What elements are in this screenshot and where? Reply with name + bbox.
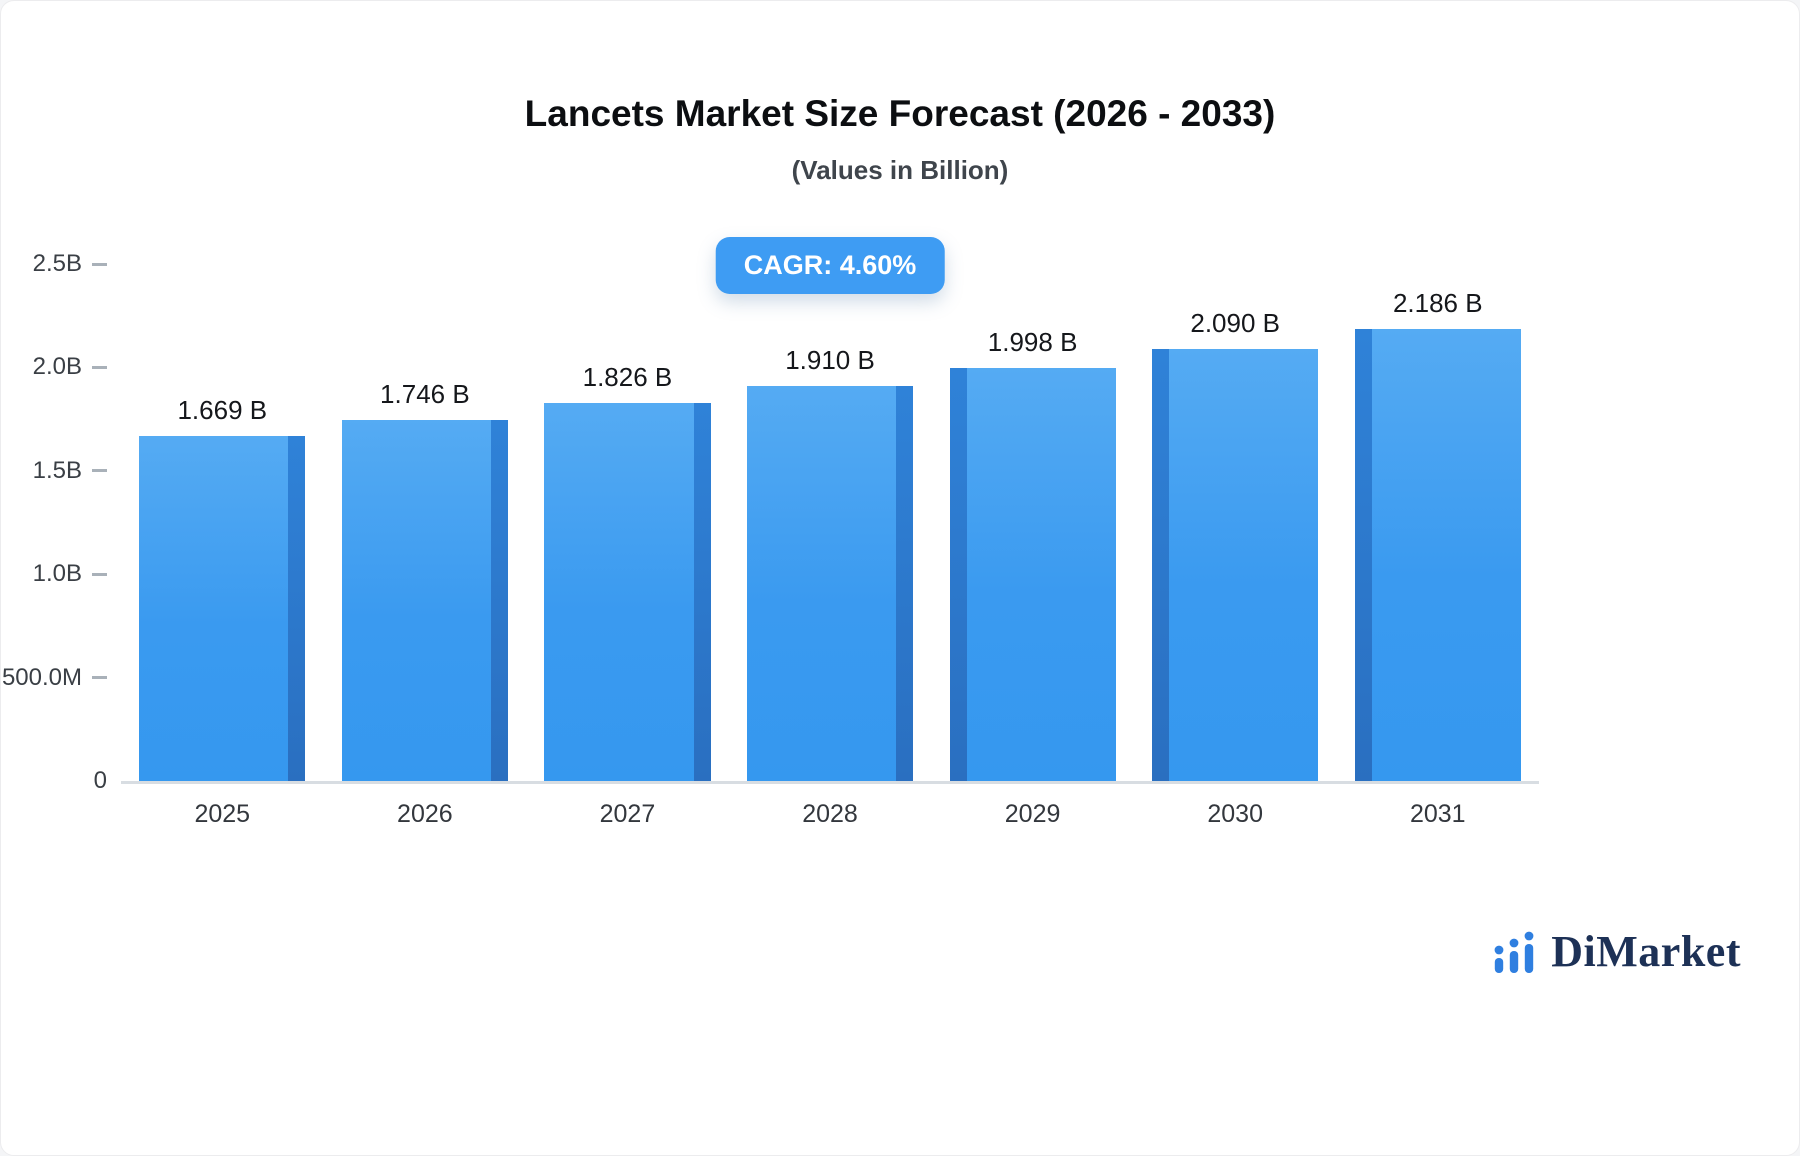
y-axis-tick: 1.5B (1, 456, 107, 485)
y-axis-tick: 500.0M (1, 663, 107, 692)
bar-slot: 2.186 B (1336, 264, 1539, 781)
bar-3d-side (693, 403, 711, 781)
dimarket-logo: DiMarket (1491, 926, 1741, 977)
y-axis-tick: 0 (1, 767, 107, 795)
bars-container: 1.669 B 1.746 B 1.826 B 1.910 B 1.998 B 2.090… (121, 264, 1539, 781)
y-axis-tick-label: 2.5B (32, 250, 82, 277)
bar-3d-side (949, 367, 967, 781)
bar-slot: 2.090 B (1134, 264, 1337, 781)
bar (1354, 328, 1521, 781)
plot-area: CAGR: 4.60% 1.669 B 1.746 B 1.826 B 1.910 B… (2, 237, 1539, 794)
bar-slot: 1.998 B (931, 264, 1134, 781)
bar-value-label: 1.910 B (785, 345, 875, 376)
x-axis-label: 2031 (1409, 800, 1466, 828)
bar-value-label: 2.186 B (1392, 287, 1483, 318)
bar-3d-side (896, 386, 914, 781)
bar-slot: 1.910 B (729, 264, 932, 781)
bar-3d-side (1354, 328, 1372, 781)
chart-title: Lancets Market Size Forecast (2026 - 203… (524, 93, 1276, 134)
bar (949, 367, 1116, 781)
bar-3d-side (490, 419, 508, 781)
bar-slot: 1.746 B (324, 264, 527, 781)
bar-value-label: 1.826 B (582, 362, 673, 393)
y-axis-tick-label: 1.0B (32, 560, 82, 588)
x-axis-label: 2025 (194, 800, 251, 828)
x-axis-label: 2028 (802, 800, 858, 828)
y-axis-tick-dash (92, 262, 107, 266)
bar (1152, 348, 1319, 781)
bar (341, 419, 508, 781)
bar (746, 386, 914, 781)
y-axis-tick-dash (92, 572, 107, 576)
bar (139, 435, 306, 781)
bar-3d-side (288, 435, 306, 781)
bar-value-label: 1.669 B (177, 394, 268, 425)
y-axis-tick-dash (92, 365, 107, 369)
bar-chart: CAGR: 4.60% 1.669 B 1.746 B 1.826 B 1.910 B… (1, 237, 1799, 829)
bar-3d-side (1152, 348, 1170, 781)
bar-slot: 1.669 B (121, 264, 324, 781)
y-axis-tick-label: 500.0M (1, 663, 82, 691)
x-axis-label: 2029 (1004, 800, 1061, 828)
bar (544, 403, 711, 781)
y-axis-tick: 2.0B (1, 353, 107, 381)
bar-value-label: 2.090 B (1190, 307, 1280, 338)
y-axis-tick: 2.5B (1, 250, 107, 278)
y-axis-tick-dash (92, 469, 107, 473)
y-axis-tick: 1.0B (1, 560, 107, 588)
chart-bars-icon (1494, 931, 1534, 973)
y-axis-tick-dash (92, 676, 107, 680)
y-axis-tick-label: 2.0B (32, 353, 82, 381)
x-axis-labels: 2025 2026 2027 2028 2029 2030 2031 (121, 800, 1539, 829)
cagr-badge: CAGR: 4.60% (715, 237, 945, 294)
bar-slot: 1.826 B (526, 264, 729, 781)
y-axis-tick-label: 1.5B (32, 456, 82, 484)
bar-value-label: 1.998 B (987, 326, 1078, 357)
x-axis-label: 2030 (1207, 800, 1263, 828)
bar-value-label: 1.746 B (380, 378, 470, 409)
x-axis-label: 2026 (397, 800, 453, 828)
x-axis-label: 2027 (599, 800, 656, 828)
chart-subtitle: (Values in Billion) (791, 155, 1009, 185)
y-axis-tick-label: 0 (93, 767, 107, 794)
logo-text: DiMarket (1551, 927, 1741, 976)
